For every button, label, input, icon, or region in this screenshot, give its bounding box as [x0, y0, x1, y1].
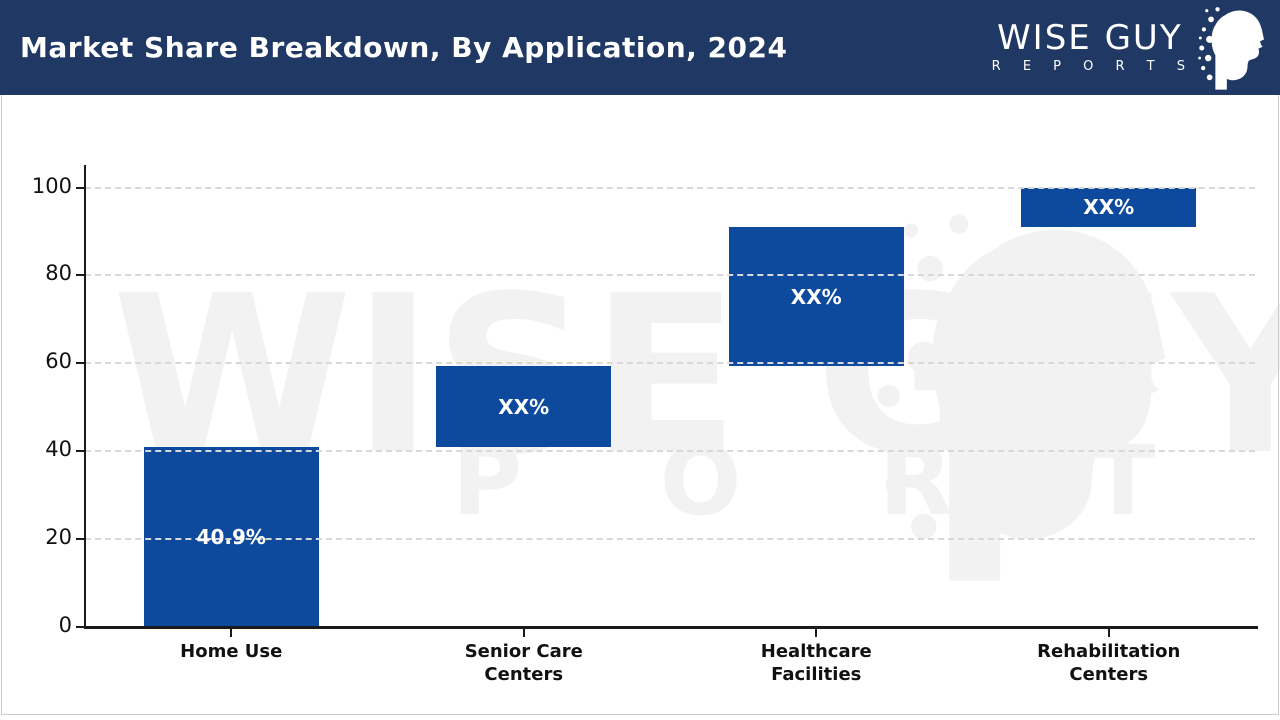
x-axis-line — [84, 626, 1258, 629]
header-bar: Market Share Breakdown, By Application, … — [0, 0, 1280, 95]
x-tick — [815, 629, 818, 637]
y-tick — [76, 450, 85, 453]
gridline — [85, 274, 1255, 277]
x-axis-label: Rehabilitation Centers — [1037, 641, 1181, 685]
y-tick-label: 0 — [58, 613, 72, 637]
x-tick — [230, 629, 233, 637]
gridline — [85, 362, 1255, 365]
y-tick — [76, 362, 85, 365]
bar-healthcare-facilities — [728, 227, 904, 367]
dotted-head-logo-icon — [1198, 5, 1270, 91]
bar-value-label: XX% — [498, 394, 550, 419]
bar-value-label: XX% — [1083, 195, 1135, 220]
gridline — [85, 186, 1255, 189]
gridline — [85, 450, 1255, 453]
logo-subtitle: R E P O R T S — [991, 58, 1194, 74]
y-axis-line — [84, 165, 86, 628]
y-tick — [76, 186, 85, 189]
chart-title: Market Share Breakdown, By Application, … — [20, 31, 788, 64]
bar-senior-care-centers — [436, 366, 612, 448]
x-tick — [522, 629, 525, 637]
wise-guy-reports-logo: WISE GUY R E P O R T S — [986, 0, 1270, 95]
gridline — [85, 538, 1255, 541]
y-tick — [76, 538, 85, 541]
y-tick-label: 60 — [45, 349, 72, 374]
bar-value-label: XX% — [790, 284, 842, 309]
x-axis-label: Senior Care Centers — [464, 641, 583, 685]
y-tick-label: 40 — [45, 437, 72, 462]
watermark-head-icon — [872, 205, 1192, 587]
bar-value-label: 40.9% — [196, 525, 266, 550]
y-tick-label: 100 — [31, 173, 72, 198]
x-tick — [1107, 629, 1110, 637]
y-tick — [76, 274, 85, 277]
logo-text: WISE GUY R E P O R T S — [986, 18, 1194, 74]
logo-wordmark: WISE GUY — [997, 18, 1183, 59]
y-tick-label: 20 — [45, 525, 72, 550]
y-tick — [76, 626, 85, 628]
bar-home-use — [143, 447, 319, 627]
bar-rehabilitation-centers — [1021, 187, 1197, 228]
x-axis-label: Healthcare Facilities — [760, 641, 872, 685]
x-axis-label: Home Use — [180, 641, 283, 662]
y-tick-label: 80 — [45, 261, 72, 286]
